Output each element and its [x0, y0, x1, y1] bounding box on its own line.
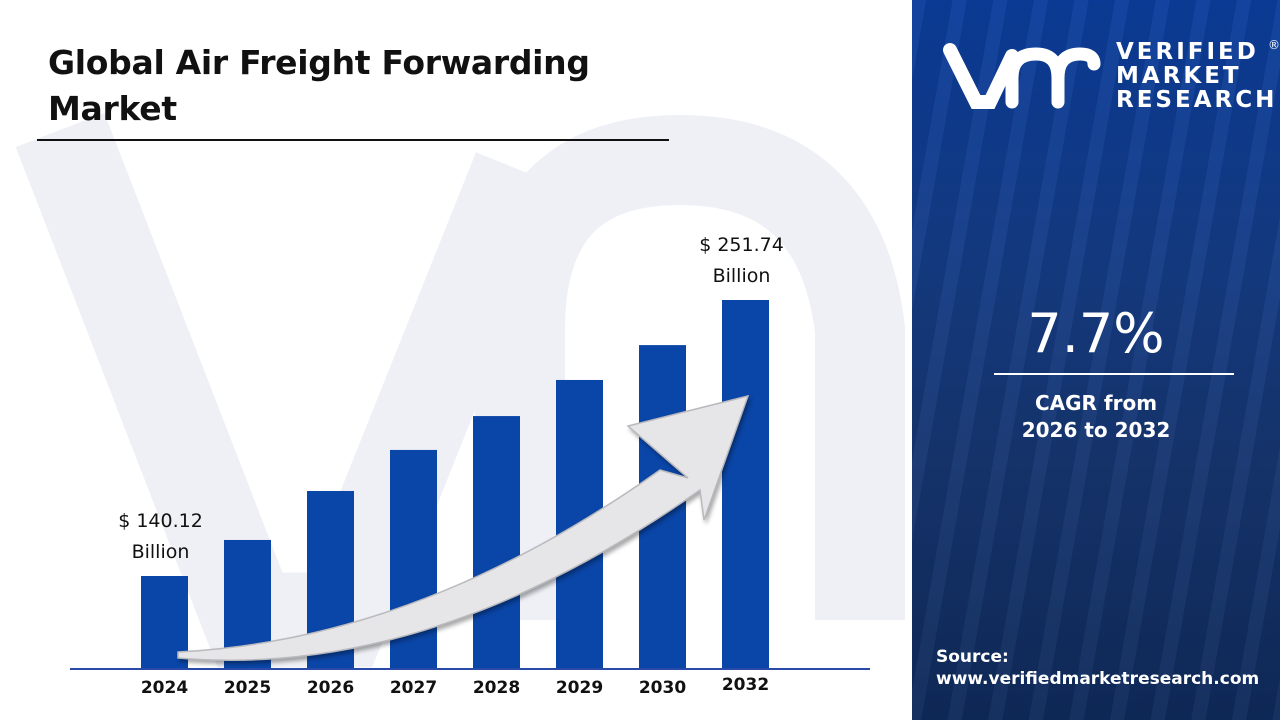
- brand-name: VERIFIED MARKET RESEARCH: [1116, 40, 1277, 112]
- x-tick-label: 2028: [473, 678, 520, 698]
- source-label: Source:: [936, 647, 1009, 667]
- x-tick-label: 2029: [556, 678, 603, 698]
- arrow-shape: [177, 394, 750, 661]
- growth-arrow: [177, 394, 750, 661]
- data-label-unit: Billion: [132, 541, 190, 563]
- data-label-value: $ 251.74: [699, 234, 784, 256]
- vmr-logo-icon: [943, 43, 1101, 109]
- x-tick-label: 2027: [390, 678, 437, 698]
- x-tick-label: 2026: [307, 678, 354, 698]
- chart-area: Global Air Freight Forwarding Market 202…: [15, 43, 905, 698]
- info-panel: VERIFIED MARKET RESEARCH ® 7.7% CAGR fro…: [912, 0, 1280, 720]
- data-label-unit: Billion: [713, 265, 771, 287]
- registered-mark: ®: [1268, 38, 1280, 52]
- cagr-label-line-1: CAGR from: [1034, 391, 1158, 415]
- brand-line-3: RESEARCH: [1116, 87, 1278, 113]
- x-tick-label: 2032: [722, 675, 769, 695]
- bar-2032: [722, 300, 769, 668]
- page-title: Global Air Freight Forwarding Market: [48, 43, 590, 128]
- data-label-value: $ 140.12: [118, 510, 203, 532]
- brand-line-1: VERIFIED: [1116, 39, 1259, 65]
- traffic-background-image: [912, 0, 1280, 720]
- source-note: Source: www.verifiedmarketresearch.com: [936, 646, 1259, 690]
- cagr-value: 7.7%: [1027, 302, 1165, 365]
- x-tick-label: 2025: [224, 678, 271, 698]
- cagr-divider: [994, 373, 1234, 375]
- x-tick-label: 2030: [639, 678, 686, 698]
- title-divider: [37, 139, 669, 141]
- x-tick-label: 2024: [141, 678, 188, 698]
- bar-chart: 2024 2025 2026 2027 2028 2029 2030 2032 $ 140.1…: [70, 234, 870, 698]
- source-url[interactable]: www.verifiedmarketresearch.com: [936, 669, 1260, 689]
- watermark-logo: [15, 112, 905, 668]
- brand-line-2: MARKET: [1116, 63, 1242, 89]
- bar-2028: [473, 416, 520, 668]
- cagr-label-line-2: 2026 to 2032: [1021, 418, 1171, 442]
- cagr-label: CAGR from 2026 to 2032: [912, 390, 1280, 444]
